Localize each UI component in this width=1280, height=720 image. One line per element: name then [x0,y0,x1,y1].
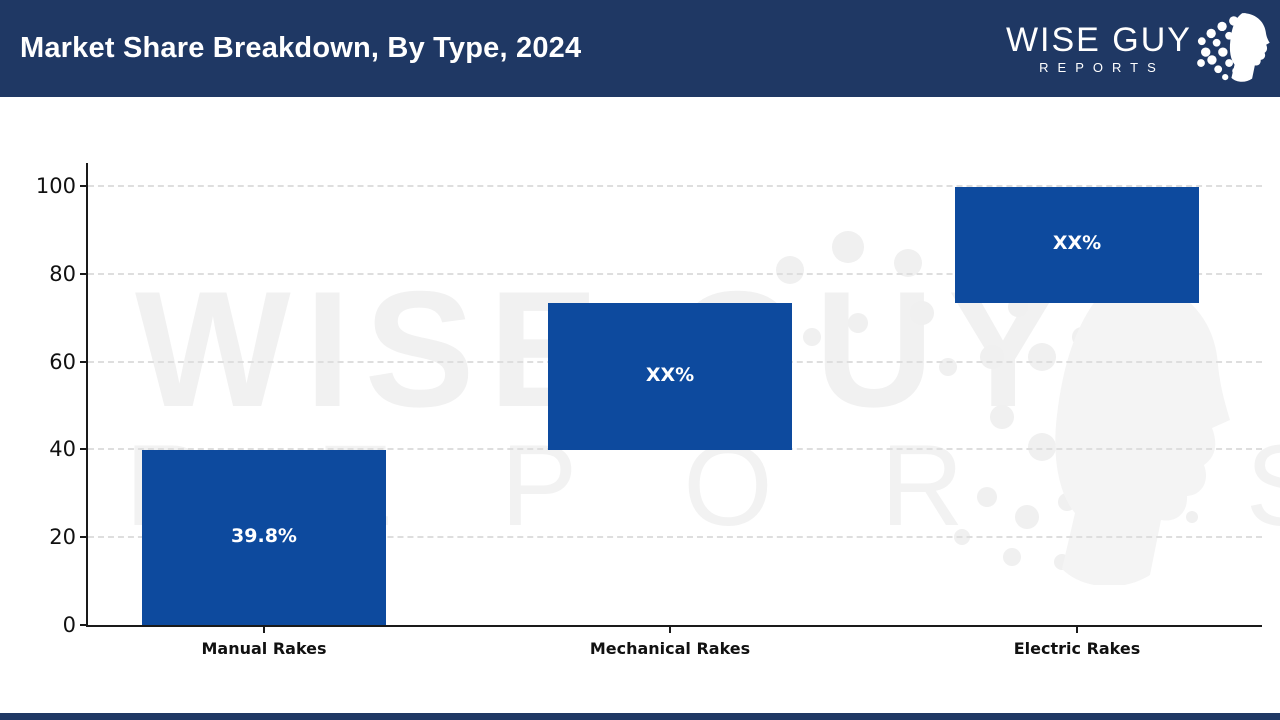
y-tick-label: 40 [49,437,76,462]
x-tick-mark-1 [669,627,671,633]
wiseguy-logo: WISE GUY REPORTS [1006,4,1272,94]
gridline-80 [88,272,1262,275]
footer-bar [0,713,1280,720]
page-title: Market Share Breakdown, By Type, 2024 [20,32,582,64]
bar-value-label: 39.8% [231,524,297,547]
bar-0 [142,450,386,625]
y-tick-mark-20 [80,536,86,539]
header-bar: Market Share Breakdown, By Type, 2024 WI… [0,0,1280,97]
y-tick-mark-80 [80,272,86,275]
y-tick-label: 0 [62,613,76,637]
x-axis-line [86,625,1262,627]
x-tick-mark-2 [1076,627,1078,633]
x-tick-label: Electric Rakes [1013,639,1141,658]
bar-1 [548,303,792,451]
y-tick-mark-100 [80,185,86,187]
logo-face-icon [1197,13,1270,82]
x-tick-label: Mechanical Rakes [589,639,751,658]
y-tick-mark-60 [80,360,86,363]
y-axis-line [86,163,88,627]
logo-text: WISE GUY REPORTS [1006,23,1192,75]
y-tick-label: 20 [49,525,76,550]
logo-subtext: REPORTS [1039,60,1165,75]
y-tick-mark-40 [80,448,86,451]
x-tick-mark-0 [263,627,265,633]
y-tick-label: 80 [49,261,76,286]
gridline-20 [88,536,1262,539]
y-tick-label: 100 [35,174,76,198]
bar-2 [955,186,1199,304]
logo-wordmark: WISE GUY [1005,21,1192,59]
bar-value-label: XX% [645,363,695,386]
y-tick-label: 60 [49,349,76,374]
x-tick-label: Manual Rakes [201,639,327,658]
gridline-100 [88,185,1262,187]
y-tick-mark-0 [80,624,86,626]
bar-value-label: XX% [1052,232,1102,255]
